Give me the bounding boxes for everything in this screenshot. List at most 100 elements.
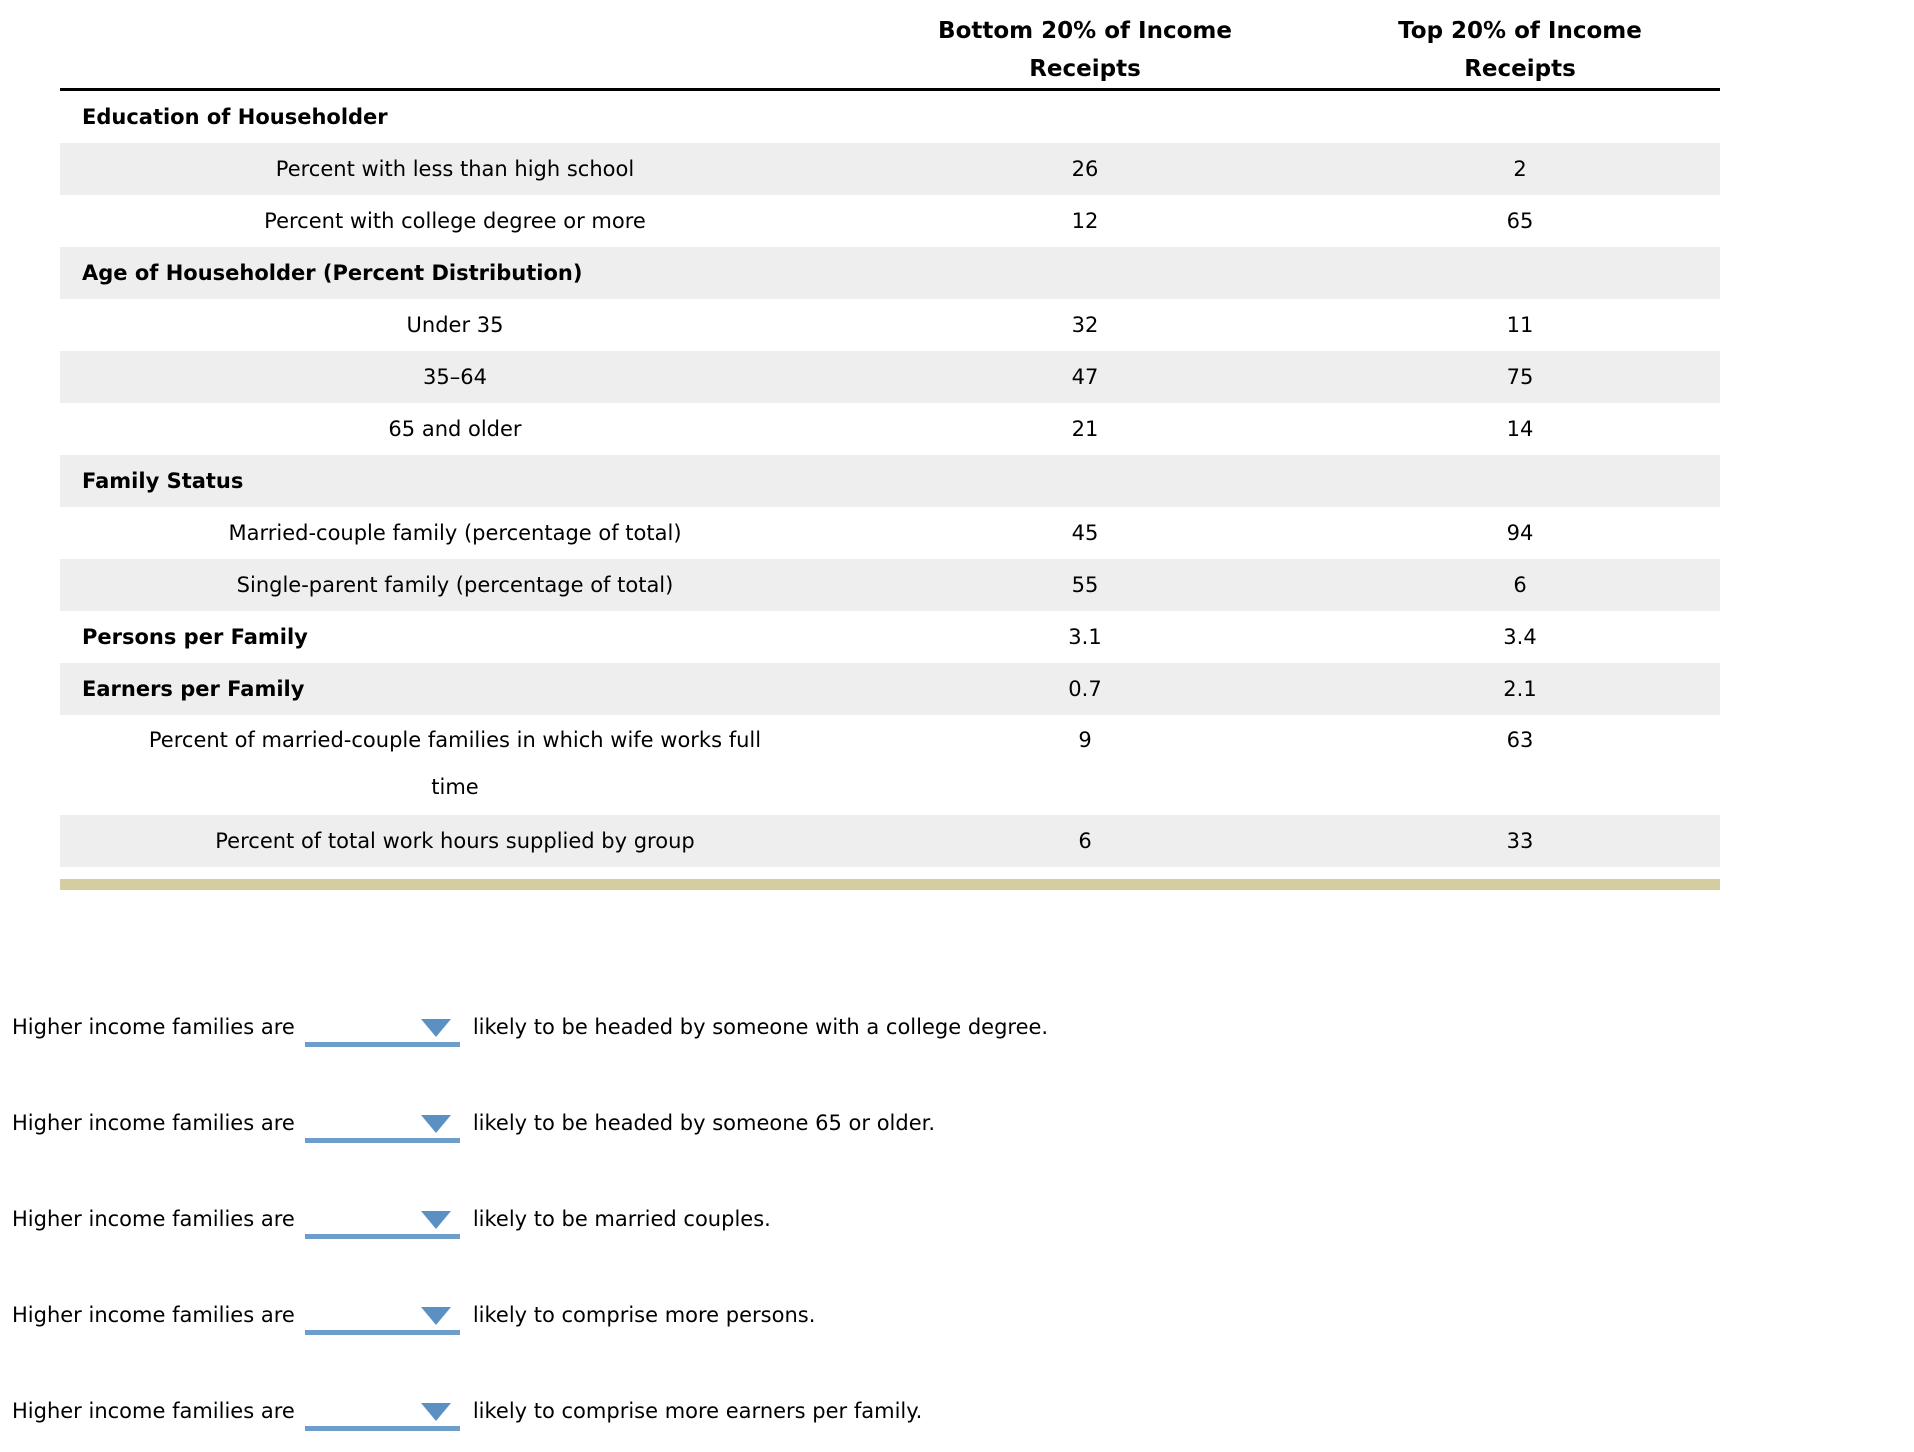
- answer-dropdown[interactable]: [304, 1204, 460, 1239]
- row-value-bottom20: 26: [1071, 157, 1099, 181]
- row-value-bottom20: 3.1: [1068, 625, 1102, 649]
- row-label-line1: Earners per Family: [82, 677, 305, 701]
- row-label-line1: Married-couple family (percentage of tot…: [228, 521, 682, 545]
- table-bottom-accent-bar: [60, 879, 1720, 890]
- row-value-bottom20: 0.7: [1068, 677, 1102, 701]
- question-row: Higher income families are likely to be …: [12, 1108, 1914, 1143]
- table-row: Family Status: [60, 455, 1720, 507]
- question-post-text: likely to comprise more earners per fami…: [472, 1399, 923, 1423]
- row-label-line1: Percent of total work hours supplied by …: [215, 829, 695, 853]
- table-row: Percent of total work hours supplied by …: [60, 815, 1720, 867]
- question-row: Higher income families are likely to com…: [12, 1300, 1914, 1335]
- table-row: 65 and older 21 14: [60, 403, 1720, 455]
- table-row: Age of Householder (Percent Distribution…: [60, 247, 1720, 299]
- row-value-top20: 75: [1506, 365, 1534, 389]
- row-value-bottom20: 32: [1071, 313, 1099, 337]
- table-header-bottom20-line2: Receipts: [1029, 56, 1141, 82]
- table-row: Education of Householder: [60, 91, 1720, 143]
- row-value-bottom20: 55: [1071, 573, 1099, 597]
- row-label: Under 35: [60, 312, 850, 338]
- row-value-top20: 2.1: [1503, 677, 1537, 701]
- chevron-down-icon: [420, 1307, 451, 1325]
- row-label: Education of Householder: [60, 104, 850, 130]
- answer-dropdown[interactable]: [304, 1108, 460, 1143]
- table-header-bottom20: Bottom 20% of Income Receipts: [850, 12, 1320, 88]
- row-label-line1: Single-parent family (percentage of tota…: [236, 573, 674, 597]
- row-label-line1: Percent with less than high school: [275, 157, 635, 181]
- table-row: Percent of married-couple families in wh…: [60, 715, 1720, 815]
- question-post-text: likely to be headed by someone 65 or old…: [472, 1111, 936, 1135]
- table-row: Earners per Family 0.7 2.1: [60, 663, 1720, 715]
- table-header-empty: [60, 12, 850, 88]
- table-row: 35–64 47 75: [60, 351, 1720, 403]
- row-value-top20: 6: [1513, 573, 1527, 597]
- row-label-line1: Percent of married-couple families in wh…: [148, 728, 762, 752]
- row-value-bottom20: 21: [1071, 417, 1099, 441]
- table-row: Persons per Family 3.1 3.4: [60, 611, 1720, 663]
- row-label-line2: time: [431, 775, 479, 799]
- row-value-top20: 65: [1506, 209, 1534, 233]
- question-post-text: likely to comprise more persons.: [472, 1303, 816, 1327]
- row-label-line1: Percent with college degree or more: [264, 209, 646, 233]
- table-header-top20: Top 20% of Income Receipts: [1320, 12, 1720, 88]
- row-label: Earners per Family: [60, 676, 850, 702]
- row-value-top20: 63: [1506, 728, 1534, 752]
- row-label: Percent with less than high school: [60, 156, 850, 182]
- table-row: Single-parent family (percentage of tota…: [60, 559, 1720, 611]
- row-value-top20: 3.4: [1503, 625, 1537, 649]
- row-label: Percent of total work hours supplied by …: [60, 828, 850, 854]
- table-row: Percent with less than high school 26 2: [60, 143, 1720, 195]
- table-header-row: Bottom 20% of Income Receipts Top 20% of…: [60, 0, 1720, 91]
- row-label-line1: Education of Householder: [82, 105, 388, 129]
- row-label: Single-parent family (percentage of tota…: [60, 572, 850, 598]
- row-label-line1: 65 and older: [388, 417, 522, 441]
- row-label: 65 and older: [60, 416, 850, 442]
- row-label: 35–64: [60, 364, 850, 390]
- table-body: Education of Householder Percent with le…: [60, 91, 1720, 867]
- chevron-down-icon: [420, 1019, 451, 1037]
- answer-dropdown[interactable]: [304, 1300, 460, 1335]
- row-label-line1: Age of Householder (Percent Distribution…: [82, 261, 583, 285]
- row-label-line1: 35–64: [423, 365, 487, 389]
- answer-dropdown[interactable]: [304, 1012, 460, 1047]
- question-post-text: likely to be married couples.: [472, 1207, 771, 1231]
- row-label: Percent of married-couple families in wh…: [60, 715, 850, 810]
- table-row: Married-couple family (percentage of tot…: [60, 507, 1720, 559]
- income-comparison-table: Bottom 20% of Income Receipts Top 20% of…: [60, 0, 1720, 890]
- question-pre-text: Higher income families are: [12, 1207, 295, 1231]
- row-value-bottom20: 12: [1071, 209, 1099, 233]
- row-value-top20: 94: [1506, 521, 1534, 545]
- row-label: Married-couple family (percentage of tot…: [60, 520, 850, 546]
- question-pre-text: Higher income families are: [12, 1015, 295, 1039]
- question-row: Higher income families are likely to com…: [12, 1396, 1914, 1431]
- row-value-top20: 11: [1506, 313, 1534, 337]
- row-value-bottom20: 45: [1071, 521, 1099, 545]
- table-row: Under 35 32 11: [60, 299, 1720, 351]
- row-value-top20: 2: [1513, 157, 1527, 181]
- question-pre-text: Higher income families are: [12, 1111, 295, 1135]
- answer-dropdown[interactable]: [304, 1396, 460, 1431]
- chevron-down-icon: [420, 1211, 451, 1229]
- chevron-down-icon: [420, 1403, 451, 1421]
- chevron-down-icon: [420, 1115, 451, 1133]
- table-header-top20-line2: Receipts: [1464, 56, 1576, 82]
- questions-section: Higher income families are likely to be …: [12, 1012, 1914, 1431]
- row-value-bottom20: 6: [1078, 829, 1092, 853]
- row-label: Family Status: [60, 468, 850, 494]
- row-label: Age of Householder (Percent Distribution…: [60, 260, 850, 286]
- row-label: Percent with college degree or more: [60, 208, 850, 234]
- question-post-text: likely to be headed by someone with a co…: [472, 1015, 1049, 1039]
- question-pre-text: Higher income families are: [12, 1303, 295, 1327]
- row-label: Persons per Family: [60, 624, 850, 650]
- row-value-bottom20: 47: [1071, 365, 1099, 389]
- question-pre-text: Higher income families are: [12, 1399, 295, 1423]
- table-row: Percent with college degree or more 12 6…: [60, 195, 1720, 247]
- table-header-top20-line1: Top 20% of Income: [1398, 18, 1642, 44]
- row-value-top20: 14: [1506, 417, 1534, 441]
- row-value-top20: 33: [1506, 829, 1534, 853]
- row-value-bottom20: 9: [1078, 728, 1092, 752]
- table-header-bottom20-line1: Bottom 20% of Income: [938, 18, 1232, 44]
- row-label-line1: Family Status: [82, 469, 244, 493]
- question-row: Higher income families are likely to be …: [12, 1204, 1914, 1239]
